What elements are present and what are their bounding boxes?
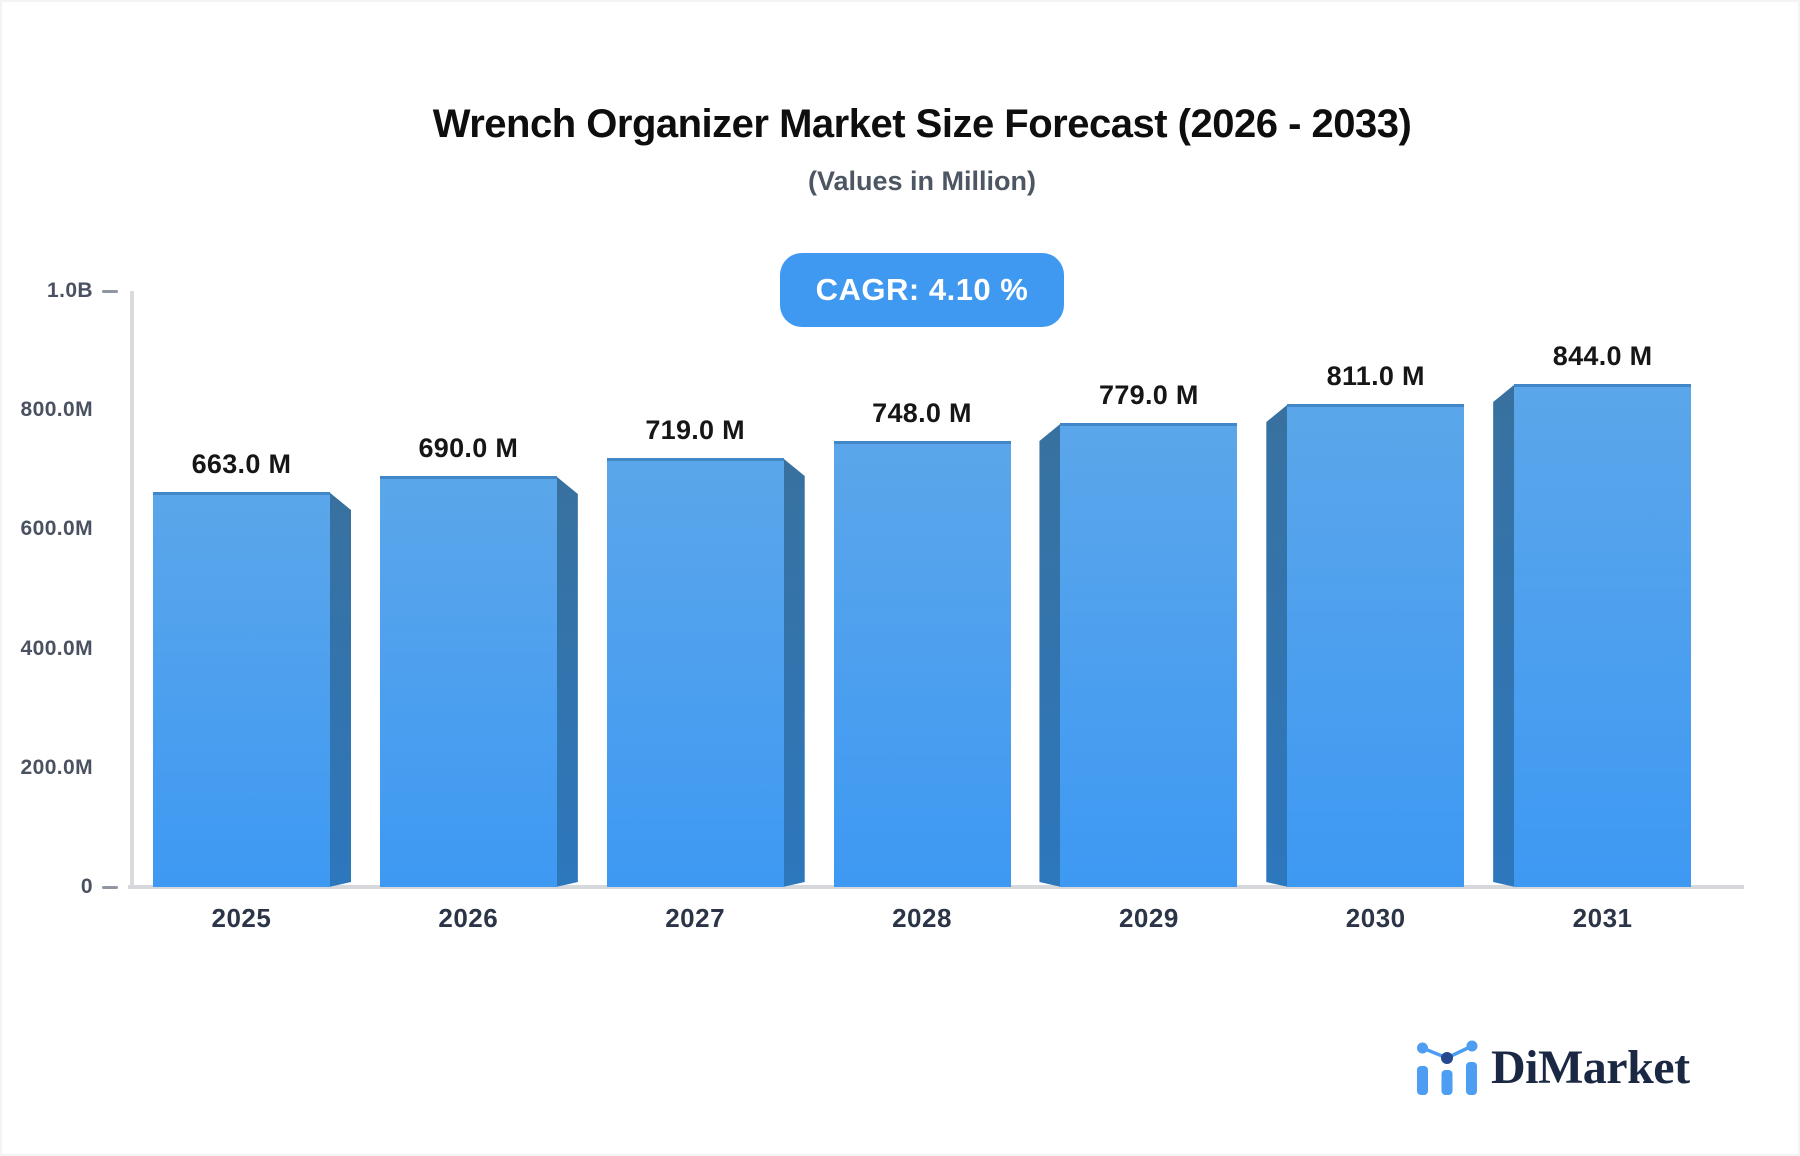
brand-name: DiMarket [1491,1040,1690,1094]
bar-value-label: 690.0 M [418,433,519,463]
bar-front-face [1287,404,1465,887]
y-tick: 1.0B [0,276,118,306]
page-subtitle: (Values in Million) [807,166,1037,196]
bar-value-label: 663.0 M [191,449,292,479]
y-tick: 600.0M [0,514,118,544]
bar-group-2031: 844.0 M 2031 [1489,291,1716,933]
bar-front-face [379,476,557,887]
y-tick-label: 400.0M [20,636,93,660]
y-tick-label: 200.0M [20,755,93,779]
x-axis-label: 2026 [438,903,499,933]
bar-side-face [1493,384,1515,887]
bar-side-face [1266,404,1288,887]
bar-value-label: 779.0 M [1099,380,1199,410]
cagr-badge-row: CAGR: 4.10 % [44,253,1800,327]
bar-value-label: 748.0 M [872,398,972,428]
bar-front-face [1060,423,1238,887]
tick-dash-icon [102,289,118,293]
bar-side-face [556,476,578,887]
y-tick-label: 800.0M [20,398,93,422]
y-tick-label: 0 [80,875,93,898]
bar-side-face [783,458,805,887]
plot-area: 663.0 M 2025 690.0 M 2026 719.0 M 2027 7… [128,291,1716,933]
x-axis-label: 2027 [665,903,726,933]
bar-side-face [1039,423,1061,887]
x-axis-label: 2031 [1572,903,1633,933]
x-axis-label: 2028 [892,903,952,933]
bar-group-2028: 748.0 M 2028 [809,291,1036,933]
y-tick-label: 1.0B [47,279,93,302]
bar-value-label: 811.0 M [1326,361,1425,391]
bar-front-face [153,492,330,887]
y-tick: 0 [0,872,118,902]
y-tick: 800.0M [0,395,118,425]
bar-group-2025: 663.0 M 2025 [128,291,355,933]
bar-group-2029: 779.0 M 2029 [1035,291,1262,933]
y-tick: 200.0M [0,753,118,783]
tick-dash-icon [102,885,118,889]
x-axis-label: 2030 [1345,903,1406,933]
y-tick: 400.0M [0,634,118,664]
bar-value-label: 719.0 M [645,415,745,445]
y-tick-label: 600.0M [20,517,93,541]
bar-value-label: 844.0 M [1552,341,1653,371]
x-axis-baseline [128,885,1744,889]
bar-group-2027: 719.0 M 2027 [582,291,809,933]
y-axis-line [130,291,134,888]
bar-front-face [833,441,1011,887]
bar-side-face [329,492,351,887]
bar-front-face [606,458,784,887]
bar-group-2026: 690.0 M 2026 [355,291,582,933]
bar-group-2030: 811.0 M 2030 [1262,291,1489,933]
bar-chart-logo-icon [1417,1040,1478,1095]
page-title: Wrench Organizer Market Size Forecast (2… [432,102,1412,146]
brand-logo: DiMarket [1415,1038,1690,1096]
x-axis-label: 2029 [1118,903,1179,933]
x-axis-label: 2025 [211,903,272,933]
bar-front-face [1514,384,1692,887]
cagr-badge: CAGR: 4.10 % [779,253,1065,327]
